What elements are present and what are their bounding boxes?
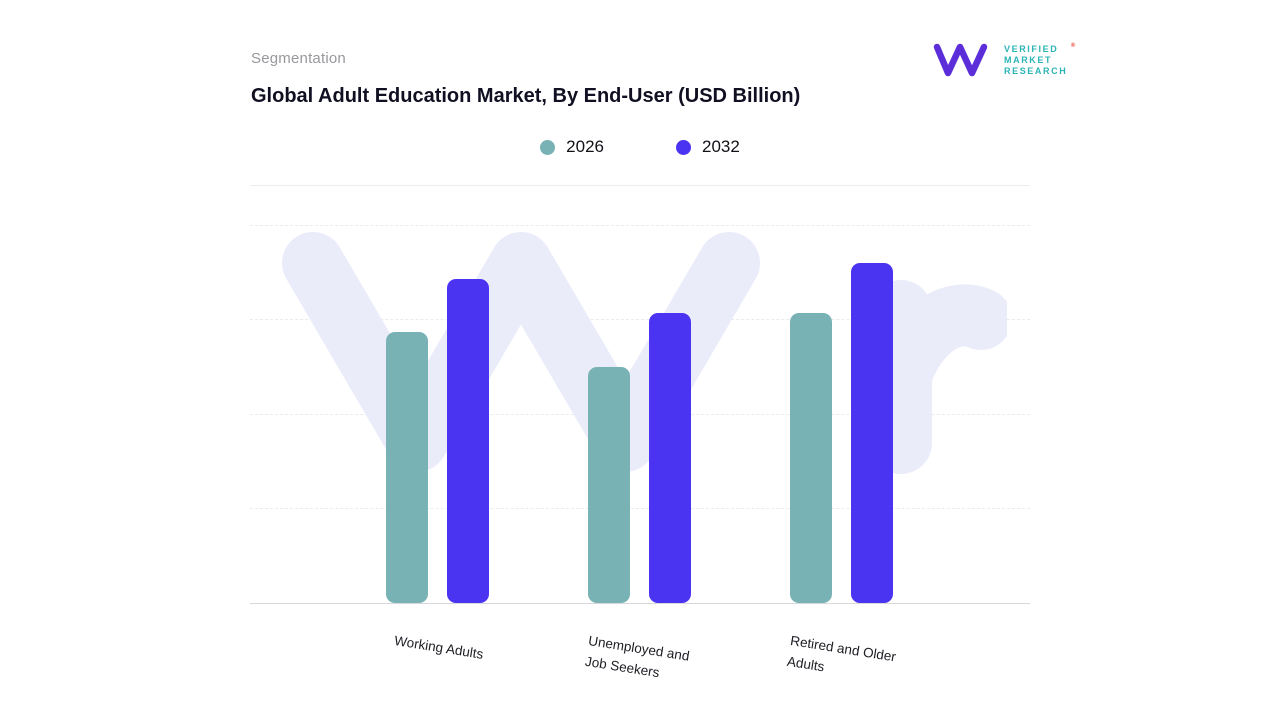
legend-dot-2026 [540, 139, 556, 155]
vmr-logo: VERIFIED MARKET RESEARCH ® [932, 40, 1075, 80]
logo-wordmark: VERIFIED MARKET RESEARCH ® [1004, 43, 1075, 77]
legend-item-2026: 2026 [540, 137, 604, 157]
vm-monogram-icon [933, 43, 988, 77]
bar-2032-working-adults [447, 278, 489, 603]
bar-group-working-adults [386, 278, 489, 603]
header-divider [250, 185, 1030, 186]
bar-2026-retired-and-older-adults [790, 313, 832, 603]
x-axis-label-unemployed-and-job-seekers: Unemployed and Job Seekers [584, 632, 691, 681]
logo-line-1: VERIFIED [1004, 43, 1059, 54]
bar-2026-unemployed-and-job-seekers [588, 366, 630, 603]
gridline [250, 508, 1030, 509]
registered-trademark: ® [1070, 42, 1076, 49]
logo-line-2: MARKET [1004, 54, 1053, 65]
legend-label-2032: 2032 [702, 137, 740, 156]
legend-item-2032: 2032 [676, 137, 740, 157]
bar-group-retired-and-older-adults [790, 262, 893, 603]
plot-area: Working Adults Unemployed and Job Seekers R… [250, 225, 1030, 680]
bar-group-unemployed-and-job-seekers [588, 313, 691, 603]
x-axis-label-working-adults: Working Adults [393, 632, 485, 662]
segmentation-eyebrow: Segmentation [251, 50, 346, 67]
legend-dot-2032 [676, 139, 691, 155]
bar-2026-working-adults [386, 332, 428, 603]
gridline [250, 225, 1030, 226]
x-axis-label-retired-and-older-adults: Retired and Older Adults [786, 632, 897, 675]
logo-line-3: RESEARCH [1004, 65, 1068, 76]
chart-legend: 2026 2032 [250, 137, 1030, 157]
bar-2032-unemployed-and-job-seekers [649, 313, 691, 603]
chart-title: Global Adult Education Market, By End-Us… [251, 85, 801, 107]
bar-2032-retired-and-older-adults [851, 262, 893, 603]
legend-label-2026: 2026 [566, 137, 604, 156]
